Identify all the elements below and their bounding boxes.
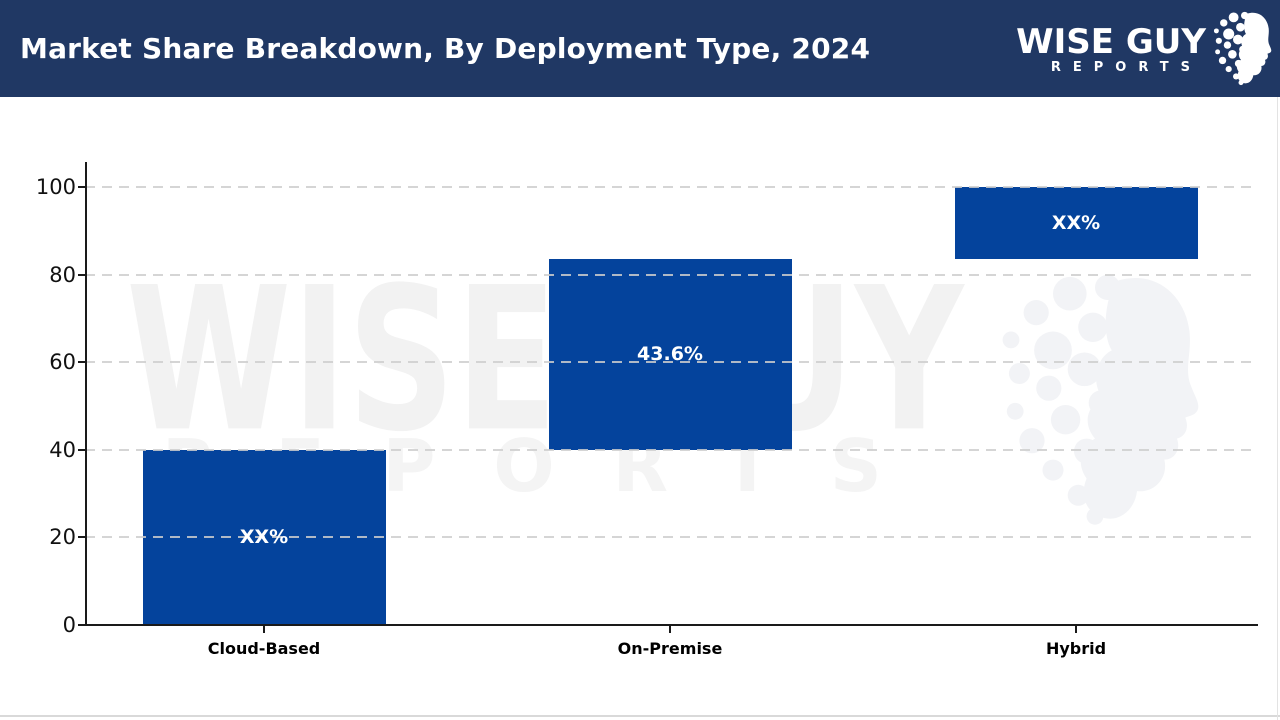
y-tick-label-20: 20 <box>49 525 76 550</box>
y-tick-label-40: 40 <box>49 437 76 462</box>
x-tick-mark <box>669 626 671 633</box>
bottom-divider-line <box>0 715 1280 717</box>
logo-face-icon <box>1206 10 1276 90</box>
x-tick-label-hybrid: Hybrid <box>1045 639 1107 658</box>
bar-value-label: XX% <box>239 526 289 549</box>
bar-hybrid <box>954 187 1198 259</box>
y-tick-mark <box>78 361 86 364</box>
wise-guy-reports-logo: WISE GUY REPORTS <box>1016 6 1272 92</box>
gridline-40 <box>85 448 1258 451</box>
header-bar: Market Share Breakdown, By Deployment Ty… <box>0 0 1280 97</box>
gridline-100 <box>85 186 1258 188</box>
bar-value-label: XX% <box>1051 211 1101 234</box>
gridline-20 <box>85 536 1258 539</box>
y-tick-mark <box>78 536 86 539</box>
y-tick-label-0: 0 <box>62 613 76 637</box>
right-divider-line <box>1277 97 1278 720</box>
x-axis-line <box>85 624 1258 626</box>
x-tick-mark <box>263 626 265 633</box>
y-tick-mark <box>78 273 86 276</box>
bar-on-premise <box>548 258 792 450</box>
x-tick-label-cloud-based: Cloud-Based <box>207 639 321 658</box>
watermark-face-icon <box>990 240 1200 570</box>
bar-value-label: 43.6% <box>637 343 703 366</box>
y-tick-label-80: 80 <box>49 262 76 287</box>
x-tick-mark <box>1075 626 1077 633</box>
y-tick-label-100: 100 <box>35 175 76 199</box>
watermark-wiseguy-text: WISE GUY <box>126 246 964 476</box>
x-tick-label-on-premise: On-Premise <box>617 639 723 658</box>
y-tick-mark <box>78 448 86 451</box>
gridline-80 <box>85 273 1258 276</box>
y-tick-label-60: 60 <box>49 350 76 375</box>
y-tick-mark <box>78 186 86 188</box>
y-tick-mark <box>78 624 86 626</box>
logo-reports-text: REPORTS <box>1050 60 1202 75</box>
y-axis-line <box>85 162 87 626</box>
chart-title: Market Share Breakdown, By Deployment Ty… <box>20 32 871 65</box>
gridline-60 <box>85 361 1258 364</box>
logo-name-text: WISE GUY <box>1016 22 1206 62</box>
